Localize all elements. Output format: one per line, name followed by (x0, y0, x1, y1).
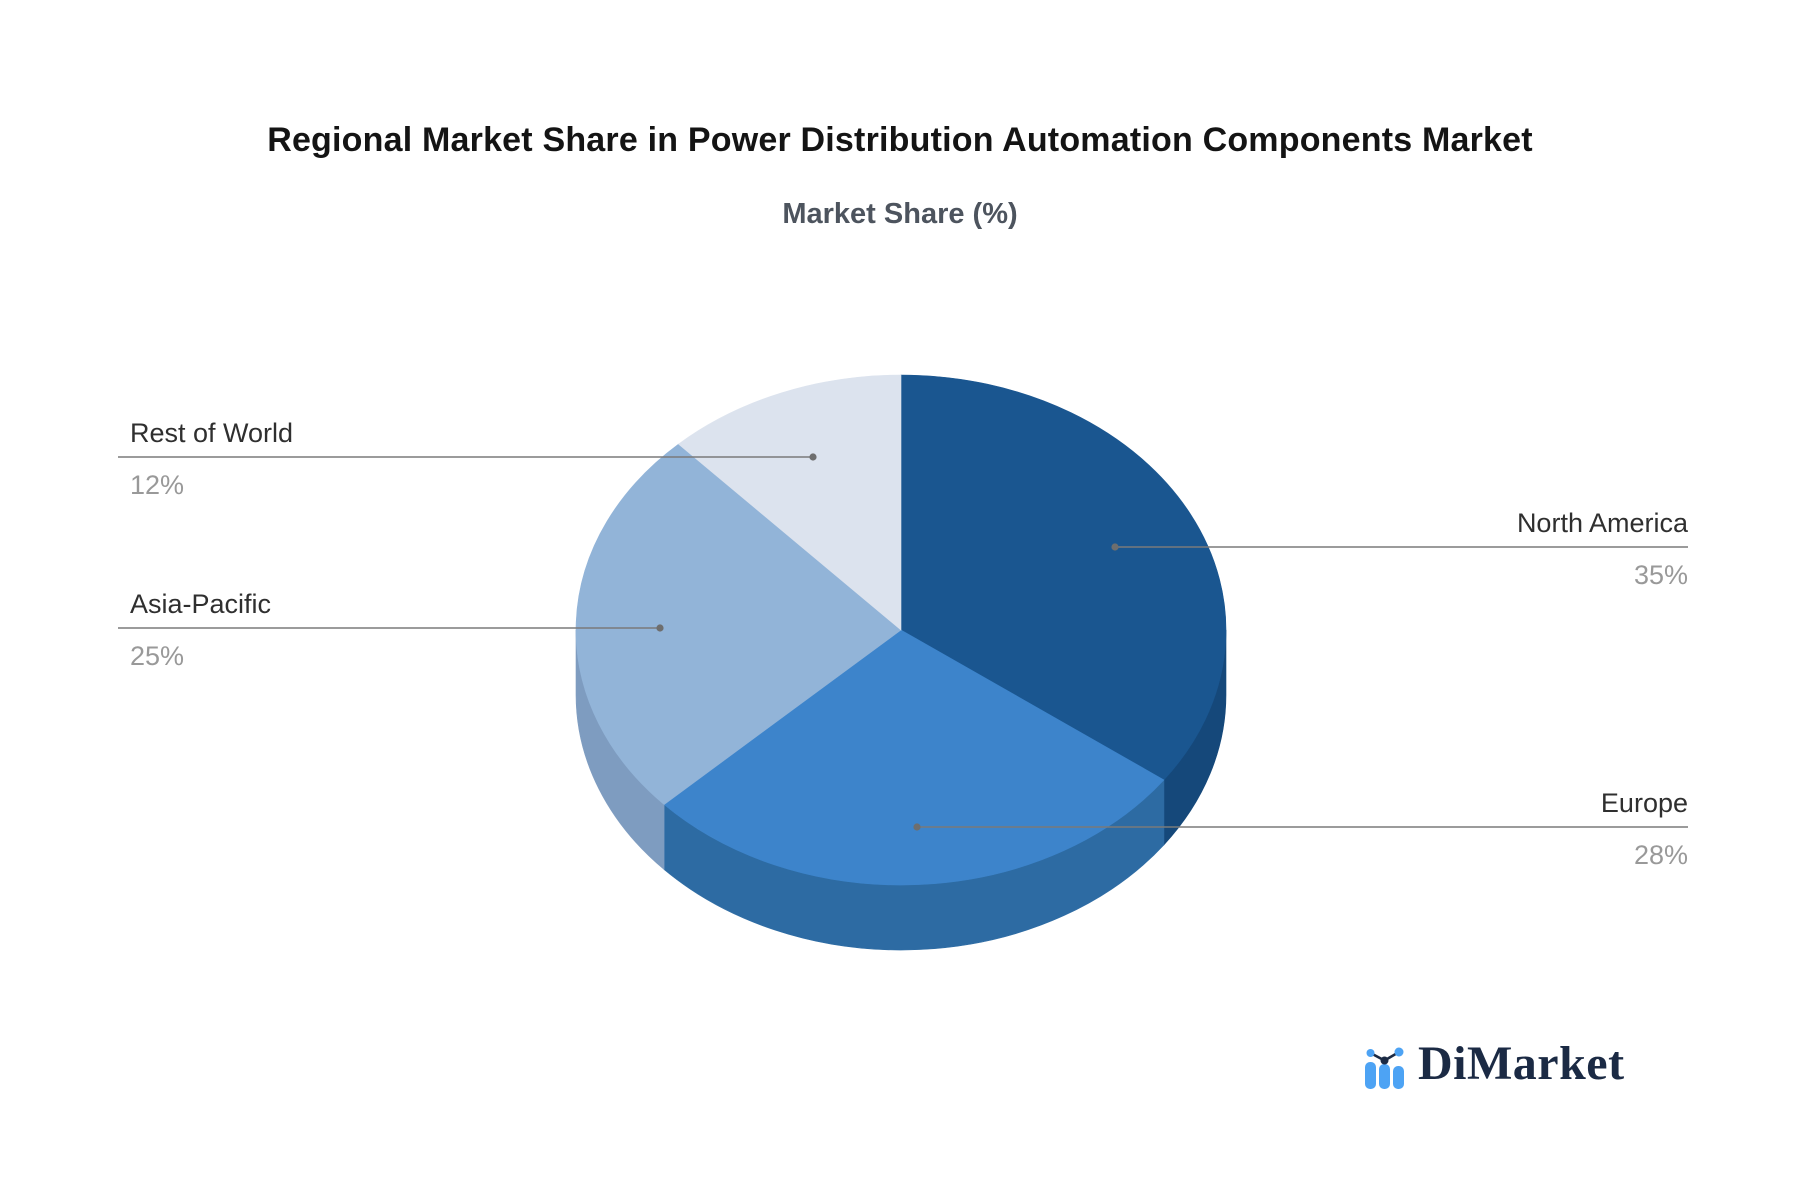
leader-dot-north-america (1111, 543, 1119, 551)
slice-value-asia-pacific: 25% (130, 641, 185, 671)
slice-label-europe: Europe (1600, 788, 1688, 818)
slice-label-north-america: North America (1516, 508, 1688, 538)
leader-dot-asia-pacific (656, 624, 664, 632)
slice-value-rest-of-world: 12% (130, 470, 185, 500)
pie-slice-rest-of-world (678, 374, 902, 631)
pie-slice-north-america (900, 374, 1227, 781)
brand-logo-text: DiMarket (1418, 1037, 1625, 1090)
brand-logo: DiMarket (1363, 1036, 1625, 1091)
pie-slice-asia-pacific (575, 443, 902, 805)
chart-title: Regional Market Share in Power Distribut… (267, 121, 1533, 159)
slice-label-asia-pacific: Asia-Pacific (130, 589, 272, 619)
pie-slice-europe (663, 629, 1165, 886)
slice-value-europe: 28% (1633, 840, 1688, 870)
leader-dot-rest-of-world (809, 453, 817, 461)
leader-dot-europe (913, 823, 921, 831)
slice-value-north-america: 35% (1633, 560, 1688, 590)
bar-chart-logo-icon (1365, 1047, 1404, 1089)
chart-subtitle: Market Share (%) (782, 198, 1018, 230)
slice-label-rest-of-world: Rest of World (130, 418, 294, 448)
